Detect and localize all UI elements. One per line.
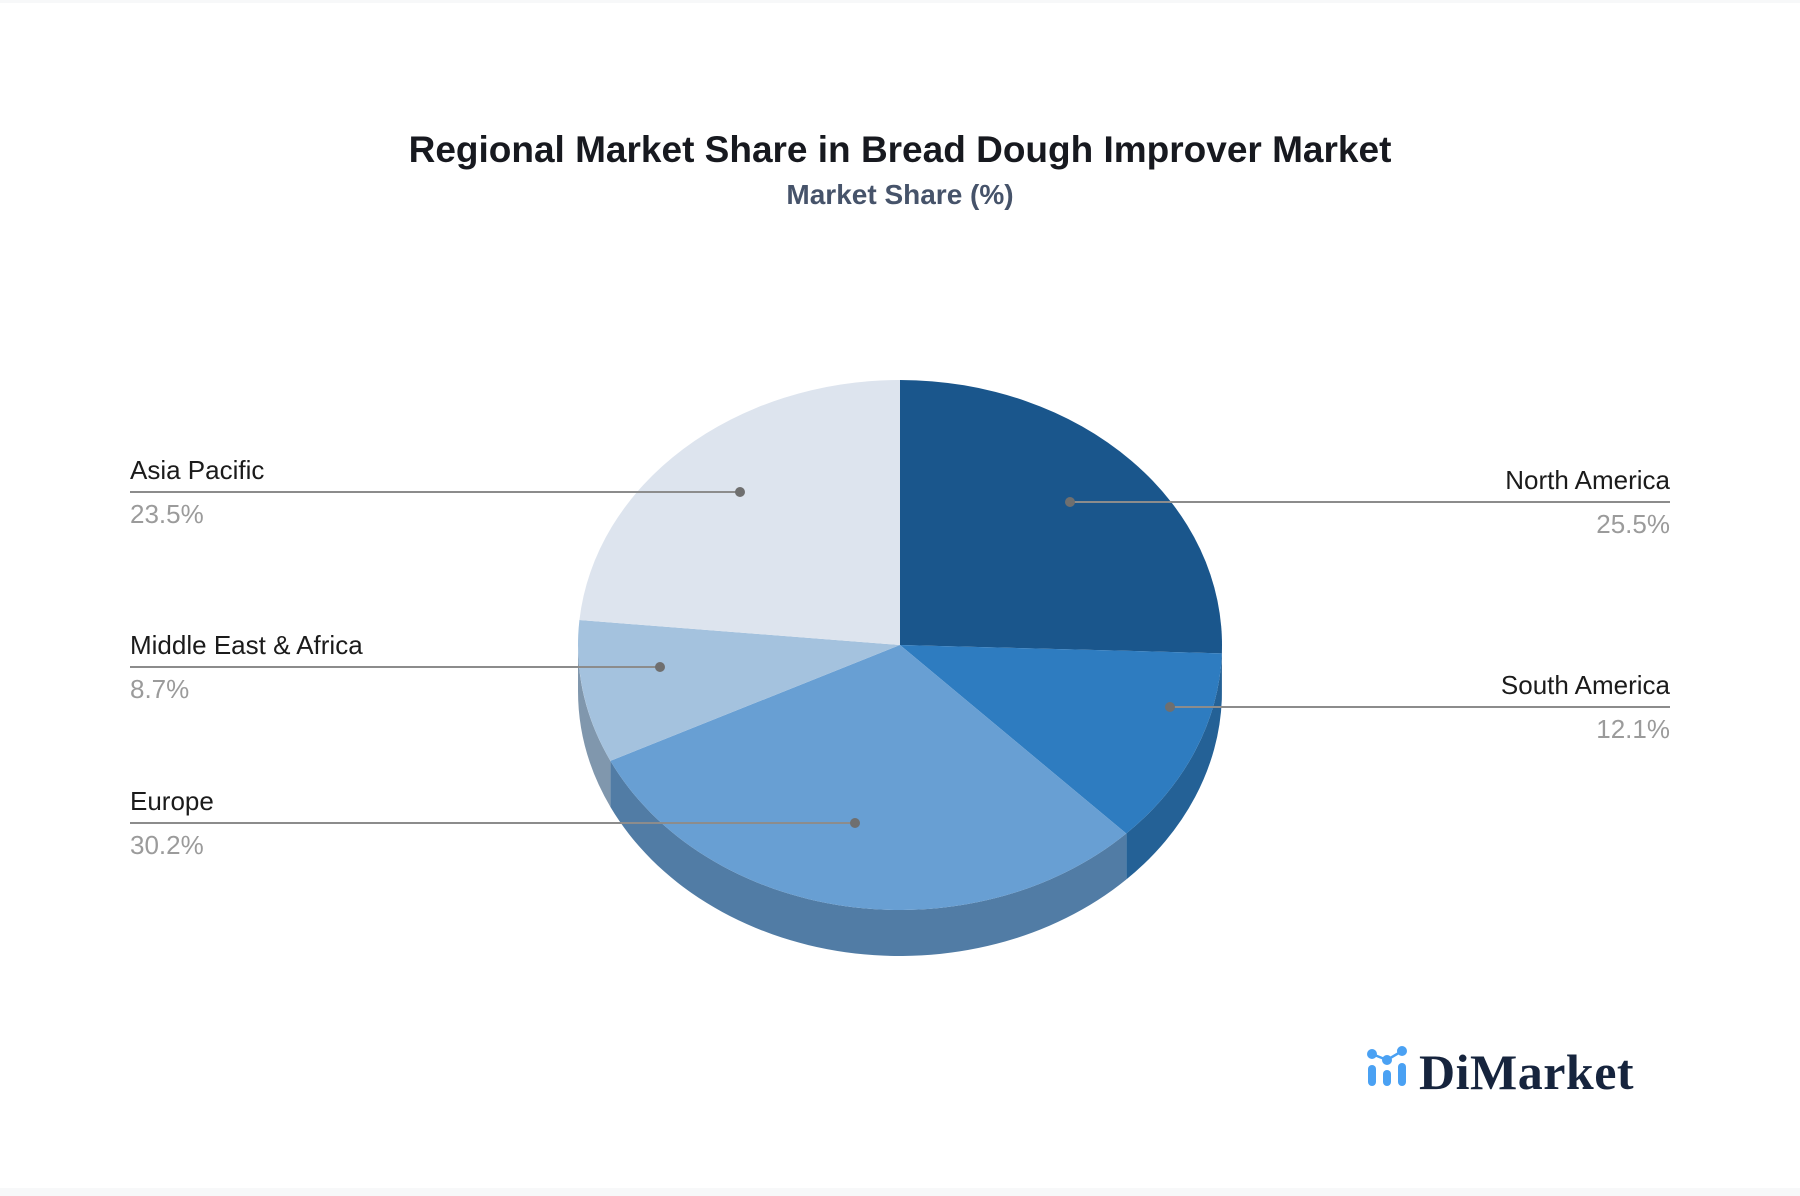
- leader-dot: [1165, 702, 1175, 712]
- logo-text: DiMarket: [1419, 1044, 1635, 1100]
- slice-value: 30.2%: [130, 830, 204, 860]
- page-bottom-edge: [0, 1188, 1800, 1196]
- slice-label: Middle East & Africa: [130, 630, 363, 660]
- logo-dot: [1367, 1049, 1377, 1059]
- leader-dot: [735, 487, 745, 497]
- bar-line-chart-icon: [1367, 1046, 1407, 1086]
- pie-slice: [900, 645, 1222, 834]
- leader-dot: [655, 662, 665, 672]
- pie-slice: [610, 645, 1127, 910]
- slice-value: 25.5%: [1596, 509, 1670, 539]
- callout-asia-pacific: Asia Pacific 23.5%: [130, 455, 690, 529]
- pie-slice: [610, 760, 1127, 956]
- chart-subtitle: Market Share (%): [786, 179, 1014, 210]
- slice-value: 23.5%: [130, 499, 204, 529]
- leader-dot: [1065, 497, 1075, 507]
- slice-value: 8.7%: [130, 674, 190, 704]
- callout-middle-east-africa: Middle East & Africa 8.7%: [130, 630, 690, 704]
- slice-value: 12.1%: [1596, 714, 1670, 744]
- pie-slice: [578, 645, 611, 807]
- callout-north-america: North America 25.5%: [1110, 465, 1670, 539]
- logo-bar: [1368, 1065, 1376, 1086]
- pie-slice: [900, 380, 1222, 654]
- slice-label: Europe: [130, 786, 214, 816]
- chart-header: Regional Market Share in Bread Dough Imp…: [0, 128, 1800, 212]
- pie-slice: [1126, 653, 1222, 880]
- logo-bar: [1383, 1070, 1391, 1086]
- page-top-edge: [0, 0, 1800, 3]
- slice-label: South America: [1500, 670, 1670, 700]
- pie-slice: [578, 620, 900, 761]
- chart-title: Regional Market Share in Bread Dough Imp…: [408, 129, 1392, 170]
- leader-dot: [850, 818, 860, 828]
- pie-slice: [579, 380, 900, 645]
- dimarket-logo: DiMarket: [1367, 1045, 1634, 1097]
- logo-dot: [1382, 1055, 1392, 1065]
- logo-bar: [1398, 1063, 1406, 1086]
- callout-south-america: South America 12.1%: [1110, 670, 1670, 744]
- slice-label: North America: [1505, 465, 1670, 495]
- logo-dot: [1397, 1046, 1407, 1056]
- slice-label: Asia Pacific: [130, 455, 265, 485]
- callout-europe: Europe 30.2%: [130, 786, 690, 860]
